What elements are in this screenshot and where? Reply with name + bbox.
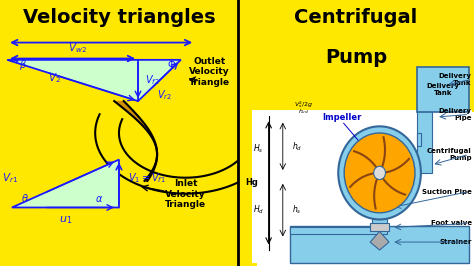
Text: Delivery
Tank: Delivery Tank [427,83,460,95]
Text: $V_1 = V_{f1}$: $V_1 = V_{f1}$ [128,171,166,185]
Text: $V_{f2}$: $V_{f2}$ [145,74,160,87]
Text: Centrifugal: Centrifugal [294,8,418,27]
Text: $V_{w2}$: $V_{w2}$ [68,41,87,55]
Text: Strainer: Strainer [439,239,472,245]
Polygon shape [7,60,181,101]
Text: $u_1$: $u_1$ [59,214,72,226]
FancyBboxPatch shape [417,109,431,173]
Circle shape [344,133,415,213]
Text: $\beta$: $\beta$ [19,58,27,72]
Text: $V_s^2/2g$: $V_s^2/2g$ [294,99,314,110]
Text: $h_d$: $h_d$ [292,140,302,152]
Text: Velocity triangles: Velocity triangles [23,8,215,27]
FancyBboxPatch shape [252,110,472,263]
Text: Hg: Hg [246,178,258,187]
FancyBboxPatch shape [373,219,387,231]
FancyBboxPatch shape [290,227,387,234]
Text: Impeller: Impeller [322,113,362,122]
FancyBboxPatch shape [257,112,474,266]
Text: $V_2$: $V_2$ [48,71,61,85]
Text: $h_s$: $h_s$ [292,204,302,216]
Text: Foot valve: Foot valve [430,221,472,226]
Text: Centrifugal
Pump: Centrifugal Pump [427,148,472,161]
Text: $V_{r2}$: $V_{r2}$ [157,88,172,102]
FancyBboxPatch shape [417,66,469,112]
Text: Inlet
Velocity
Triangle: Inlet Velocity Triangle [165,179,206,209]
Circle shape [338,126,421,219]
Text: $V_{r1}$: $V_{r1}$ [2,171,18,185]
Polygon shape [12,160,119,207]
FancyBboxPatch shape [370,223,389,231]
Text: $h_{vd}$: $h_{vd}$ [298,107,310,116]
Text: Outlet
Velocity
Triangle: Outlet Velocity Triangle [189,57,230,87]
Text: Pump: Pump [325,48,387,67]
Text: $H_s$: $H_s$ [254,143,264,155]
FancyBboxPatch shape [0,0,238,39]
Text: $\theta$: $\theta$ [21,192,29,204]
Text: Suction Pipe: Suction Pipe [422,189,472,194]
Text: $u_2$: $u_2$ [94,27,108,39]
FancyBboxPatch shape [290,226,469,263]
Text: Delivery
Tank: Delivery Tank [438,73,472,86]
Text: $\alpha$: $\alpha$ [95,194,103,204]
Text: Delivery
Pipe: Delivery Pipe [438,108,472,121]
Polygon shape [370,231,389,250]
Circle shape [374,166,385,180]
Text: $\Phi$: $\Phi$ [166,58,176,70]
Text: $H_d$: $H_d$ [253,204,264,216]
FancyBboxPatch shape [417,133,421,146]
